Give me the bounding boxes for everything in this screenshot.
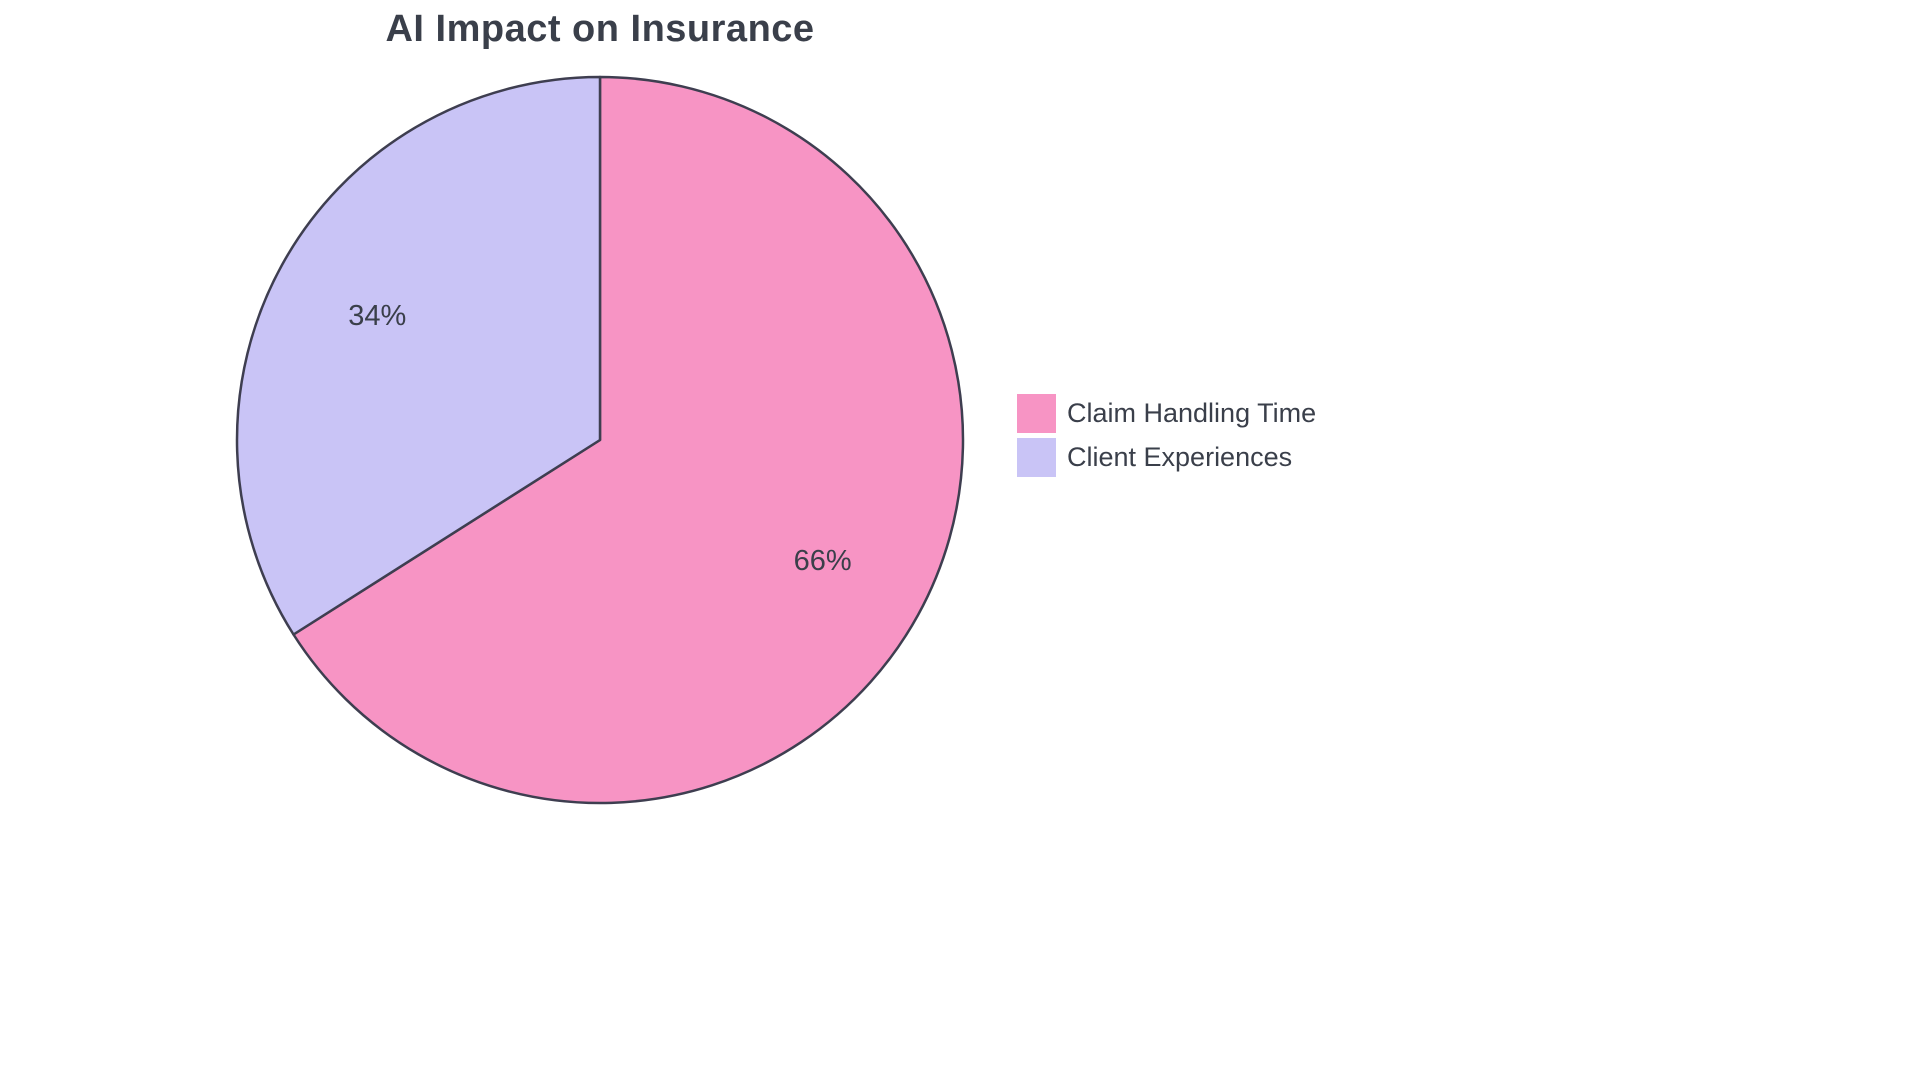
- slice-percent-label: 66%: [794, 545, 852, 577]
- legend-label: Claim Handling Time: [1067, 398, 1317, 428]
- pie-slice-1: [292, 75, 965, 805]
- slice-percent-label: 34%: [348, 300, 406, 332]
- legend-swatch: [1017, 438, 1056, 477]
- legend-swatch: [1017, 394, 1056, 433]
- pie-slice-2: [235, 75, 602, 636]
- chart-legend: Claim Handling Time Client Experiences: [1017, 394, 1316, 477]
- legend-item: Claim Handling Time: [1017, 394, 1316, 433]
- legend-label: Client Experiences: [1067, 442, 1293, 472]
- chart-title: AI Impact on Insurance: [385, 8, 815, 50]
- legend-item: Client Experiences: [1017, 438, 1316, 477]
